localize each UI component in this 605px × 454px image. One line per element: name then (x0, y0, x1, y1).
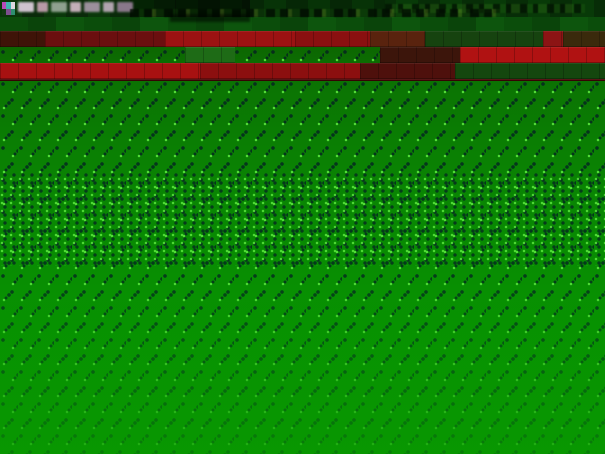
title-blob (103, 2, 114, 12)
menu-shadow-blob (170, 14, 250, 22)
menu-text-illegible (130, 9, 500, 17)
title-blob (51, 2, 67, 12)
title-blob (70, 2, 81, 12)
title-blob (37, 2, 48, 12)
menu-bar[interactable] (0, 9, 605, 32)
felt-fade-overlay (0, 271, 605, 454)
playfield[interactable] (0, 31, 605, 454)
app-icon-pixel (6, 8, 11, 15)
app-icon-pixel (2, 2, 7, 9)
title-blob (117, 2, 133, 12)
felt-stitch-pattern-dense (0, 173, 605, 266)
app-icon-pixel (6, 2, 11, 9)
app-icon-pixel (2, 8, 7, 15)
app-icon-pixel (10, 8, 15, 15)
titlebar-text-illegible (385, 4, 585, 13)
felt-stitch-pattern (0, 31, 605, 454)
title-blob (18, 2, 34, 12)
title-blob (84, 2, 100, 12)
app-icon-pixel (10, 2, 15, 9)
window-title-illegible (18, 2, 133, 12)
app-icon (2, 2, 15, 15)
